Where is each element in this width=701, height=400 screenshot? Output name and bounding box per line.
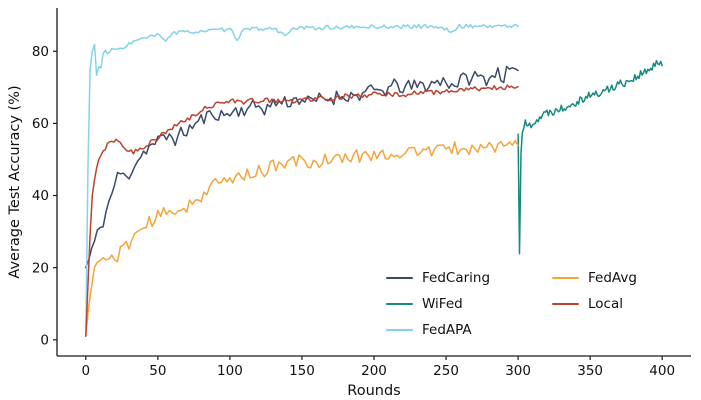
legend-swatch-fedapa (386, 328, 413, 332)
legend-label: FedAPA (422, 322, 472, 338)
x-tick-label: 250 (433, 363, 459, 379)
y-tick-label: 0 (40, 332, 49, 348)
series-line-fedavg (85, 139, 519, 337)
x-tick-label: 200 (361, 363, 387, 379)
x-tick-label: 50 (149, 363, 166, 379)
legend-item-fedcaring: FedCaring (386, 270, 514, 286)
legend-swatch-fedcaring (386, 276, 413, 280)
series-line-local (85, 84, 519, 337)
legend-item-fedavg: FedAvg (552, 270, 680, 286)
legend-swatch-wifed (386, 302, 413, 306)
legend-label: WiFed (422, 296, 463, 312)
y-axis-label: Average Test Accuracy (%) (7, 85, 23, 279)
x-axis-label: Rounds (347, 383, 401, 399)
series-line-wifed (517, 59, 663, 255)
y-tick-label: 40 (32, 188, 49, 204)
series-line-fedapa (85, 23, 519, 337)
legend-label: FedAvg (588, 270, 637, 286)
legend-label: Local (588, 296, 623, 312)
legend-item-local: Local (552, 296, 680, 312)
legend-item-fedapa: FedAPA (386, 322, 514, 338)
x-tick-label: 300 (505, 363, 531, 379)
legend-label: FedCaring (422, 270, 491, 286)
legend-column: FedCaring WiFed FedAPA (386, 270, 514, 338)
x-tick-label: 150 (289, 363, 315, 379)
chart-legend: FedCaring WiFed FedAPA FedAvg Local (386, 270, 680, 338)
series-line-fedcaring (85, 65, 519, 269)
y-tick-label: 60 (32, 116, 49, 132)
x-tick-label: 0 (82, 363, 91, 379)
legend-swatch-local (552, 302, 579, 306)
legend-item-wifed: WiFed (386, 296, 514, 312)
x-tick-label: 100 (217, 363, 243, 379)
x-tick-label: 400 (649, 363, 675, 379)
legend-swatch-fedavg (552, 276, 579, 280)
y-tick-label: 80 (32, 44, 49, 60)
legend-column: FedAvg Local (552, 270, 680, 338)
y-tick-label: 20 (32, 260, 49, 276)
x-tick-label: 350 (577, 363, 603, 379)
